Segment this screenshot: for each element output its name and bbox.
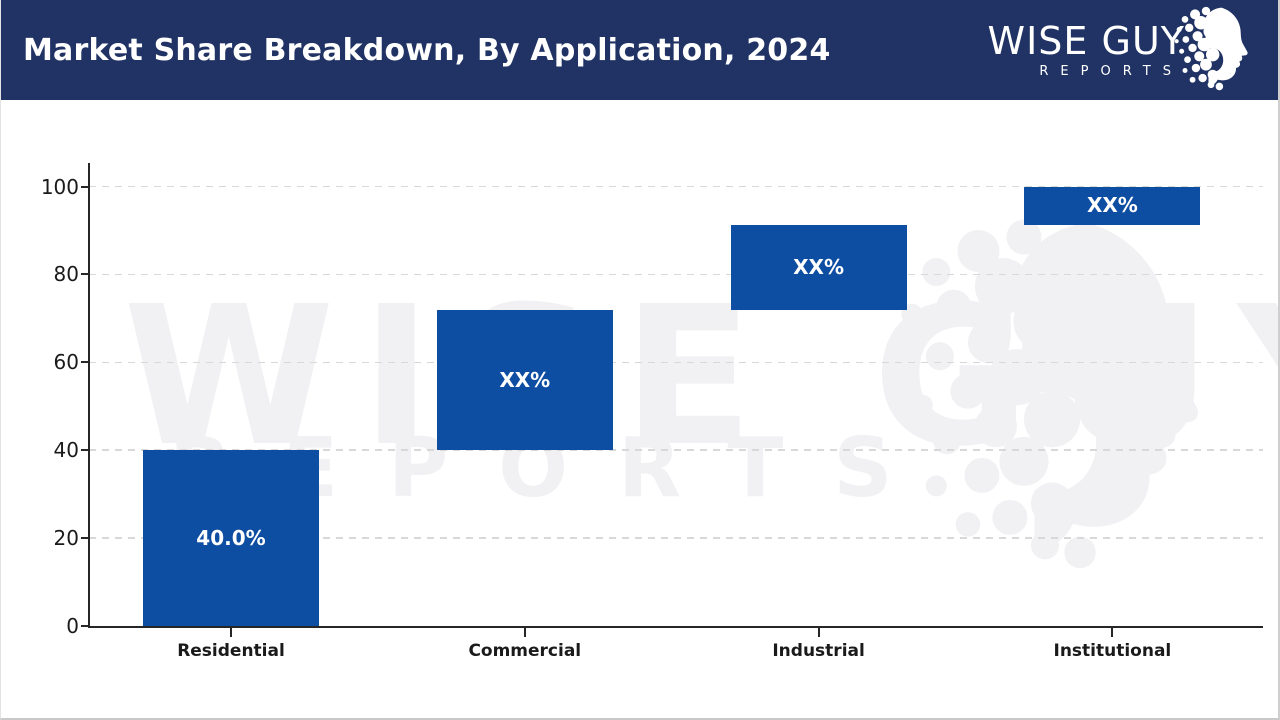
y-tick-label: 80	[53, 262, 79, 287]
y-tick	[81, 537, 89, 540]
bar-label-residential: 40.0%	[196, 525, 266, 550]
x-tick	[1111, 627, 1114, 637]
bar-label-institutional: XX%	[1086, 193, 1138, 218]
gridline-20	[89, 537, 1263, 539]
gridline-80	[89, 273, 1263, 276]
brand-logo: WISE GUY REPORTS	[988, 0, 1263, 100]
x-tick-label: Residential	[177, 641, 285, 661]
bar-residential	[143, 450, 319, 626]
page-title: Market Share Breakdown, By Application, …	[23, 32, 831, 68]
y-tick-label: 100	[40, 174, 79, 199]
bar-commercial	[436, 310, 613, 451]
logo-wordmark: WISE GUY REPORTS	[988, 22, 1185, 79]
x-tick-label: Industrial	[772, 641, 865, 661]
bar-institutional	[1024, 186, 1201, 225]
header: Market Share Breakdown, By Application, …	[1, 0, 1278, 100]
y-tick-label: 0	[66, 614, 79, 638]
y-tick-label: 20	[53, 526, 79, 551]
logo-wordmark-sub: REPORTS	[1039, 63, 1183, 79]
x-tick	[230, 627, 232, 637]
bar-label-industrial: XX%	[793, 255, 845, 280]
y-tick	[81, 625, 89, 627]
y-tick-label: 60	[53, 350, 79, 375]
x-tick	[817, 627, 820, 637]
y-tick	[81, 273, 89, 276]
bar-label-commercial: XX%	[499, 367, 551, 392]
gridline-100	[89, 185, 1263, 188]
x-tick-label: Commercial	[468, 641, 582, 661]
logo-wordmark-main: WISE GUY	[987, 18, 1185, 63]
x-axis-line	[87, 625, 1263, 628]
gridline-60	[89, 361, 1263, 364]
x-tick	[523, 627, 526, 637]
x-tick-label: Institutional	[1053, 641, 1172, 661]
y-tick-label: 40	[53, 438, 79, 463]
bar-industrial	[730, 224, 907, 311]
y-tick	[81, 361, 89, 364]
y-axis-line	[87, 163, 90, 628]
gridline-40	[89, 449, 1263, 451]
y-tick	[81, 185, 89, 188]
y-tick	[81, 449, 89, 452]
